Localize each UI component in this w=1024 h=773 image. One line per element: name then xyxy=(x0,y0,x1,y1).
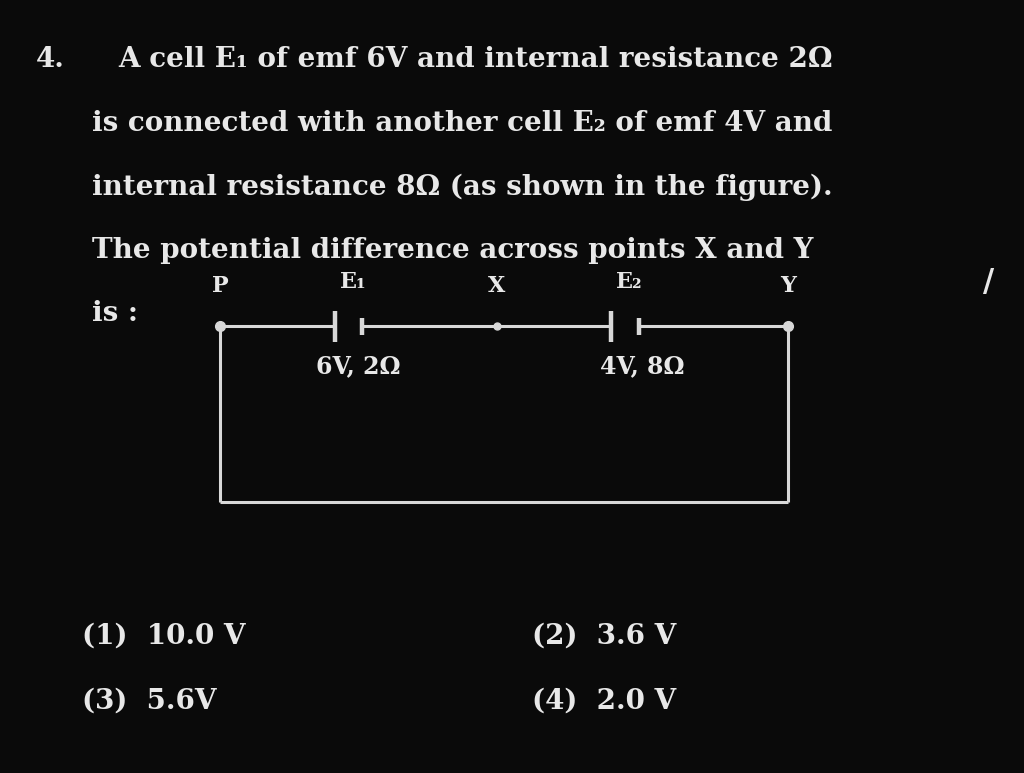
Text: is :: is : xyxy=(92,300,138,327)
Text: is connected with another cell E₂ of emf 4V and: is connected with another cell E₂ of emf… xyxy=(92,110,833,137)
Text: (2)  3.6 V: (2) 3.6 V xyxy=(532,622,677,649)
Text: P: P xyxy=(212,275,228,297)
Text: E₂: E₂ xyxy=(616,271,643,293)
Text: internal resistance 8Ω (as shown in the figure).: internal resistance 8Ω (as shown in the … xyxy=(92,173,833,200)
Text: (1)  10.0 V: (1) 10.0 V xyxy=(82,622,246,649)
Text: (4)  2.0 V: (4) 2.0 V xyxy=(532,688,677,715)
Text: E₁: E₁ xyxy=(340,271,367,293)
Text: A cell E₁ of emf 6V and internal resistance 2Ω: A cell E₁ of emf 6V and internal resista… xyxy=(118,46,833,73)
Text: (3)  5.6V: (3) 5.6V xyxy=(82,688,216,715)
Text: 6V, 2Ω: 6V, 2Ω xyxy=(316,354,400,378)
Text: The potential difference across points X and Y: The potential difference across points X… xyxy=(92,237,813,264)
Text: 4.: 4. xyxy=(36,46,65,73)
Text: Y: Y xyxy=(780,275,797,297)
Text: X: X xyxy=(488,275,505,297)
Text: /: / xyxy=(983,267,993,298)
Text: 4V, 8Ω: 4V, 8Ω xyxy=(600,354,685,378)
